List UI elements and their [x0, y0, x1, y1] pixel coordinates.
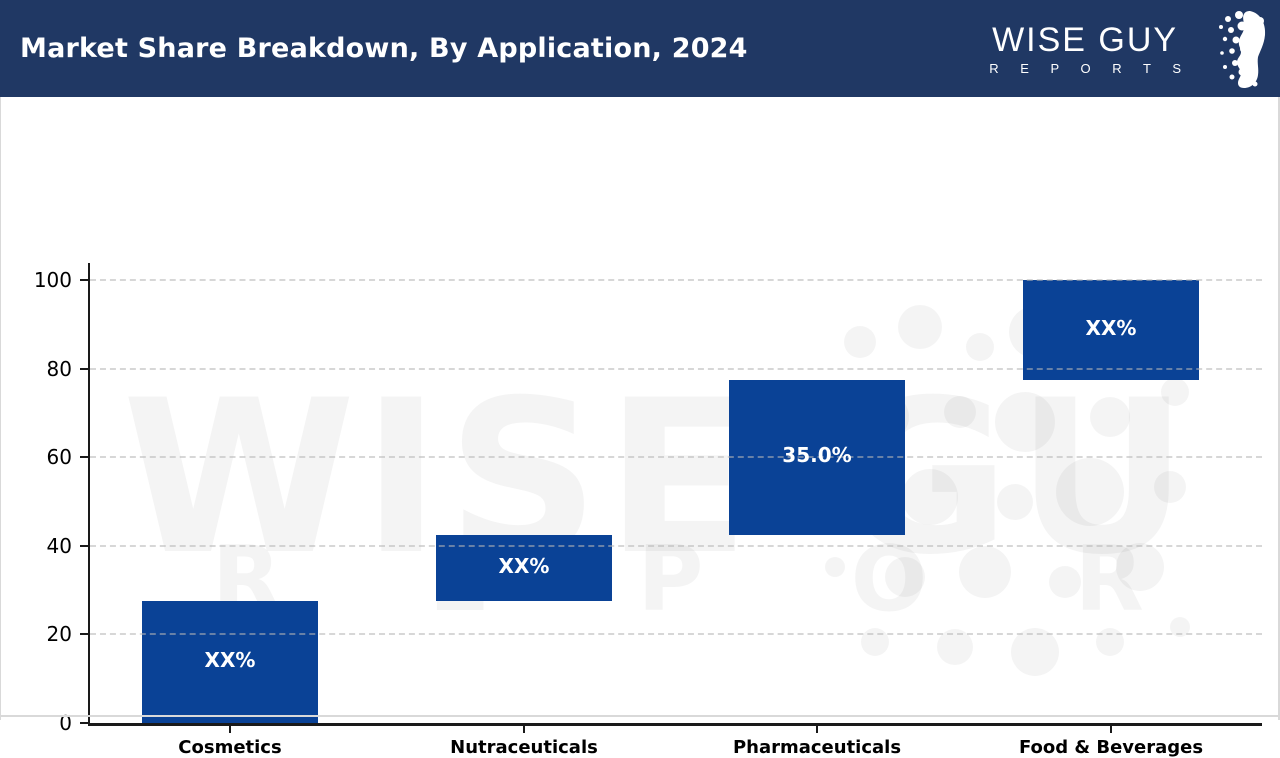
brand-logo: WISE GUY R E P O R T S	[980, 9, 1280, 89]
header: Market Share Breakdown, By Application, …	[0, 0, 1280, 97]
bar-value-label: XX%	[204, 648, 256, 673]
brand-name: WISE GUY	[992, 20, 1179, 59]
y-tick-mark	[80, 633, 90, 636]
x-tick-mark	[1110, 725, 1112, 733]
card-border-left	[0, 97, 1, 720]
x-tick-mark	[816, 725, 818, 733]
gridline	[90, 633, 1262, 636]
y-tick-label: 60	[46, 445, 72, 470]
y-tick-label: 100	[33, 268, 72, 292]
category-label: Nutraceuticals	[450, 737, 598, 758]
watermark-subtext: R E P O R T S	[212, 535, 1280, 625]
gridline	[90, 367, 1262, 370]
brand-logo-text: WISE GUY R E P O R T S	[980, 23, 1190, 75]
x-axis-line	[88, 723, 1262, 726]
category-label: Cosmetics	[178, 737, 282, 758]
bar-value-label: XX%	[1085, 315, 1137, 340]
page-title: Market Share Breakdown, By Application, …	[20, 33, 748, 64]
brand-subtitle: R E P O R T S	[989, 60, 1190, 76]
y-tick-label: 80	[46, 356, 72, 381]
gridline	[90, 456, 1262, 459]
watermark-text: WISE GU	[122, 372, 1194, 584]
gridline	[90, 544, 1262, 547]
y-tick-label: 20	[46, 622, 72, 647]
bar-value-label: 35.0%	[782, 443, 852, 468]
y-tick-mark	[80, 544, 90, 547]
y-tick-label: 40	[46, 533, 72, 558]
gridline	[90, 279, 1262, 281]
y-tick-mark	[80, 367, 90, 370]
x-tick-mark	[229, 725, 231, 733]
category-label: Pharmaceuticals	[732, 737, 902, 758]
bar-segment	[1023, 280, 1199, 380]
y-tick-mark	[80, 456, 90, 459]
x-tick-mark	[523, 725, 525, 733]
y-tick-mark	[80, 279, 90, 281]
dotted-head-icon	[1219, 10, 1266, 88]
category-label: Food & Beverages	[1018, 737, 1204, 758]
chart-area: WISE GU R E P O R T S 0 20 40 60 80 100 XX% XX%…	[0, 97, 1280, 758]
bar-value-label: XX%	[498, 553, 550, 578]
y-axis-line	[88, 263, 90, 725]
y-tick-label: 0	[59, 711, 72, 735]
bar-segment	[142, 601, 318, 723]
card-border-bottom	[0, 715, 1280, 717]
card-border-right	[1278, 97, 1280, 720]
